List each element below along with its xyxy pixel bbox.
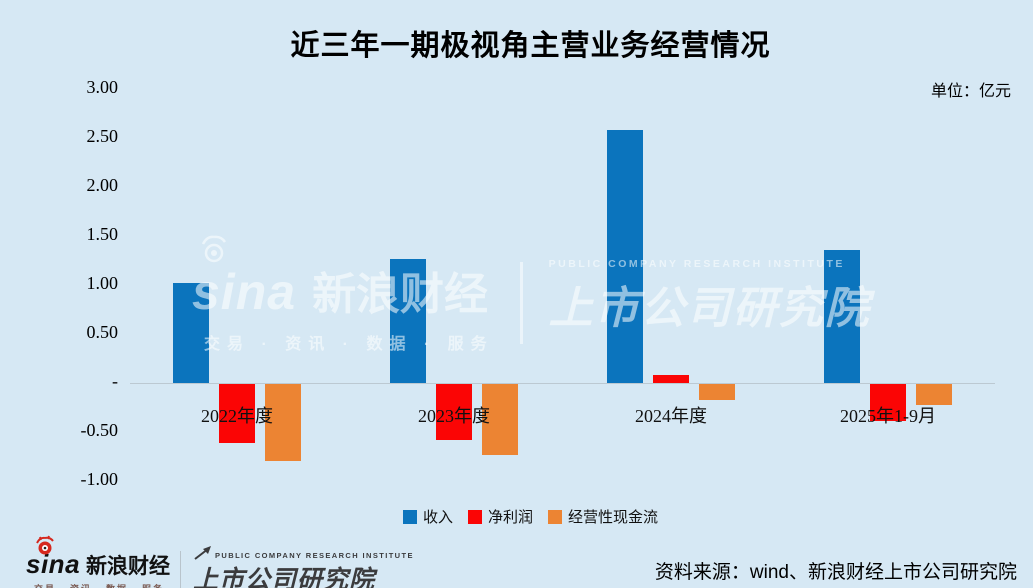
footer-divider [180,551,182,588]
y-tick-label: 3.00 [86,77,119,97]
legend-swatch-net-profit [467,509,482,524]
bar-revenue-1 [173,283,209,383]
pcri-cn-text: 上市公司研究院 [193,566,376,588]
legend-item-revenue: 收入 [402,506,453,527]
y-tick-label: 1.50 [86,224,119,244]
legend-item-op-cash-flow: 经营性现金流 [548,506,658,527]
data-source: 资料来源：wind、新浪财经上市公司研究院 [654,562,1017,583]
bar-net-profit-2 [436,384,472,440]
bar-op-cash-flow-2 [482,384,518,455]
watermark-sina-block: sina 新浪财经 交易 · 资讯 · 数据 · 服务 [192,235,494,354]
bar-net-profit-3 [653,375,689,383]
legend-label-net-profit: 净利润 [487,509,533,526]
sina-tagline: 交易 · 资讯 · 数据 · 服务 [34,582,170,588]
x-category-label: 2025年1-9月 [840,406,936,426]
watermark-pcri-en: PUBLIC COMPANY RESEARCH INSTITUTE [548,258,845,270]
y-tick-label: 0.50 [86,322,119,342]
unit-label: 单位：亿元 [930,83,1011,100]
y-tick-label: 2.00 [86,175,119,195]
sina-wordmark: sina [26,549,81,579]
x-category-label: 2022年度 [201,406,273,426]
legend-swatch-op-cash-flow [548,509,562,524]
bar-revenue-3 [607,130,643,383]
y-tick-label: 1.00 [86,273,119,293]
watermark-divider [519,262,523,344]
pcri-logo: PUBLIC COMPANY RESEARCH INSTITUTE 上市公司研究… [193,536,414,588]
bar-op-cash-flow-3 [699,384,735,400]
pcri-en-text: PUBLIC COMPANY RESEARCH INSTITUTE [215,551,414,560]
sina-finance-logo: sina 新浪财经 交易 · 资讯 · 数据 · 服务 [26,535,171,588]
bar-revenue-2 [390,258,426,383]
bar-op-cash-flow-4 [916,384,952,405]
watermark: sina 新浪财经 交易 · 资讯 · 数据 · 服务 PUBLIC COMPA… [192,235,871,354]
zero-axis-line [130,383,995,384]
legend-label-op-cash-flow: 经营性现金流 [568,509,659,526]
footer: sina 新浪财经 交易 · 资讯 · 数据 · 服务 PUBLIC COMPA… [0,534,1033,588]
arrow-up-icon [194,546,212,560]
x-category-label: 2023年度 [418,406,490,426]
watermark-tagline: 交易 · 资讯 · 数据 · 服务 [204,336,494,353]
bar-net-profit-1 [219,384,255,443]
y-tick-label: 2.50 [86,126,119,146]
y-tick-label: - [112,371,118,391]
x-category-label: 2024年度 [635,406,707,426]
bar-net-profit-4 [870,384,906,422]
legend-swatch-revenue [402,509,417,524]
y-tick-label: -0.50 [80,420,119,440]
legend-item-net-profit: 净利润 [467,506,533,527]
watermark-pcri-block: PUBLIC COMPANY RESEARCH INSTITUTE 上市公司研究… [549,258,871,336]
y-tick-label: -1.00 [80,469,119,489]
chart-title: 近三年一期极视角主营业务经营情况 [290,30,771,62]
sina-eye-icon [36,535,54,555]
bar-op-cash-flow-1 [265,384,301,462]
watermark-pcri-cn: 上市公司研究院 [548,284,871,333]
legend-label-revenue: 收入 [422,509,453,526]
legend: 收入 净利润 经营性现金流 [14,506,1033,527]
sina-eye-watermark-icon [201,235,227,263]
bar-revenue-4 [824,249,860,383]
sina-finance-text: 新浪财经 [86,555,171,578]
